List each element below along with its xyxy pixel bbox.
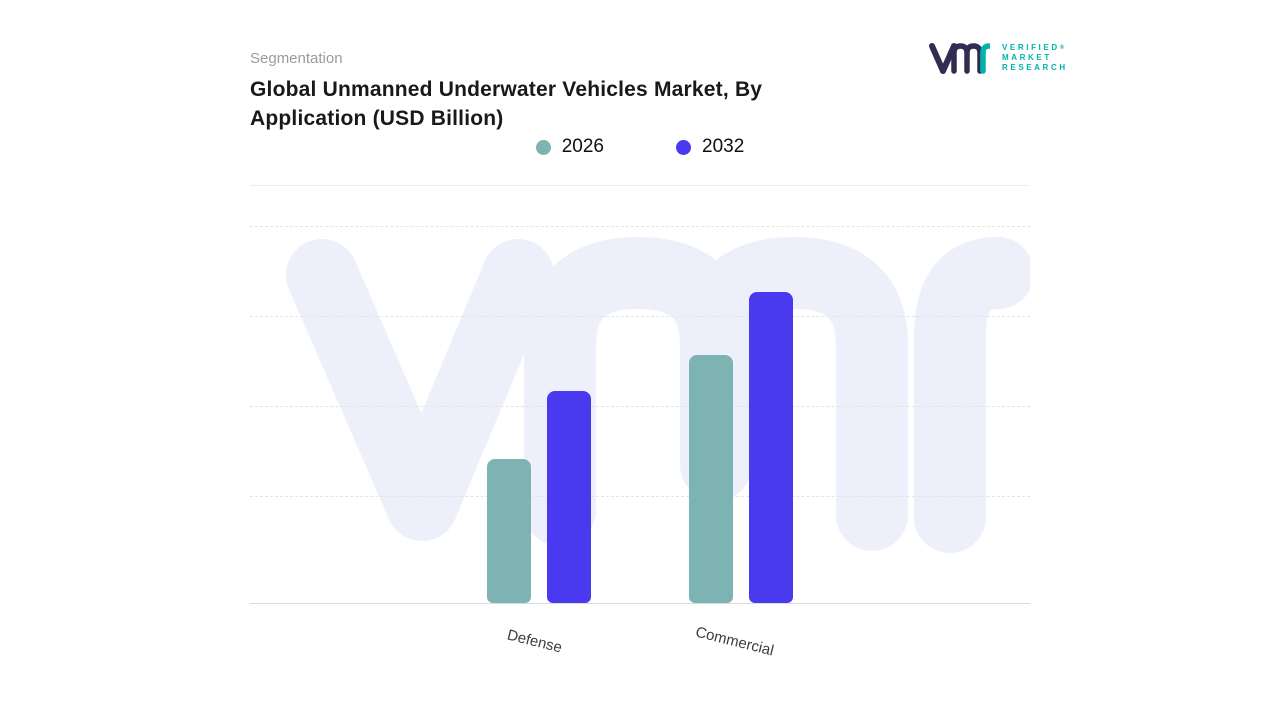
chart-legend: 2026 2032 [250, 136, 1030, 158]
bar-commercial-2026 [688, 355, 733, 603]
gridline [250, 226, 1030, 227]
vmr-logo: VERIFIED® MARKET RESEARCH [928, 40, 1068, 76]
legend-item-2026[interactable]: 2026 [535, 136, 604, 158]
legend-swatch-2026 [535, 139, 551, 155]
brand-line-verified: VERIFIED® [1002, 43, 1067, 52]
header-divider [250, 185, 1029, 186]
plot-area: Defense Commercial [250, 225, 1030, 659]
brand-line-market: MARKET [1002, 53, 1052, 62]
brand-line-research: RESEARCH [1002, 63, 1068, 72]
bar-defense-2026 [487, 459, 532, 603]
bar-commercial-2032 [748, 292, 793, 603]
bar-defense-2032 [547, 391, 592, 603]
legend-label-2026: 2026 [561, 136, 604, 157]
chart-title: Global Unmanned Underwater Vehicles Mark… [250, 78, 763, 130]
bar-group-commercial: Commercial [688, 292, 793, 659]
category-label-defense: Defense [505, 626, 565, 657]
legend-label-2032: 2032 [702, 136, 745, 157]
brand-wordmark: VERIFIED® MARKET RESEARCH [1002, 44, 1068, 72]
vmr-watermark [286, 237, 1030, 553]
gridline [250, 406, 1030, 407]
vmr-logo-icon [928, 40, 990, 76]
bar-group-defense: Defense [487, 391, 592, 657]
registered-mark: ® [1059, 45, 1067, 51]
gridline [250, 316, 1030, 317]
gridline [250, 496, 1030, 497]
legend-item-2032[interactable]: 2032 [676, 136, 744, 158]
legend-swatch-2032 [676, 139, 691, 155]
category-label-commercial: Commercial [693, 623, 776, 660]
eyebrow-label: Segmentation [250, 50, 343, 67]
